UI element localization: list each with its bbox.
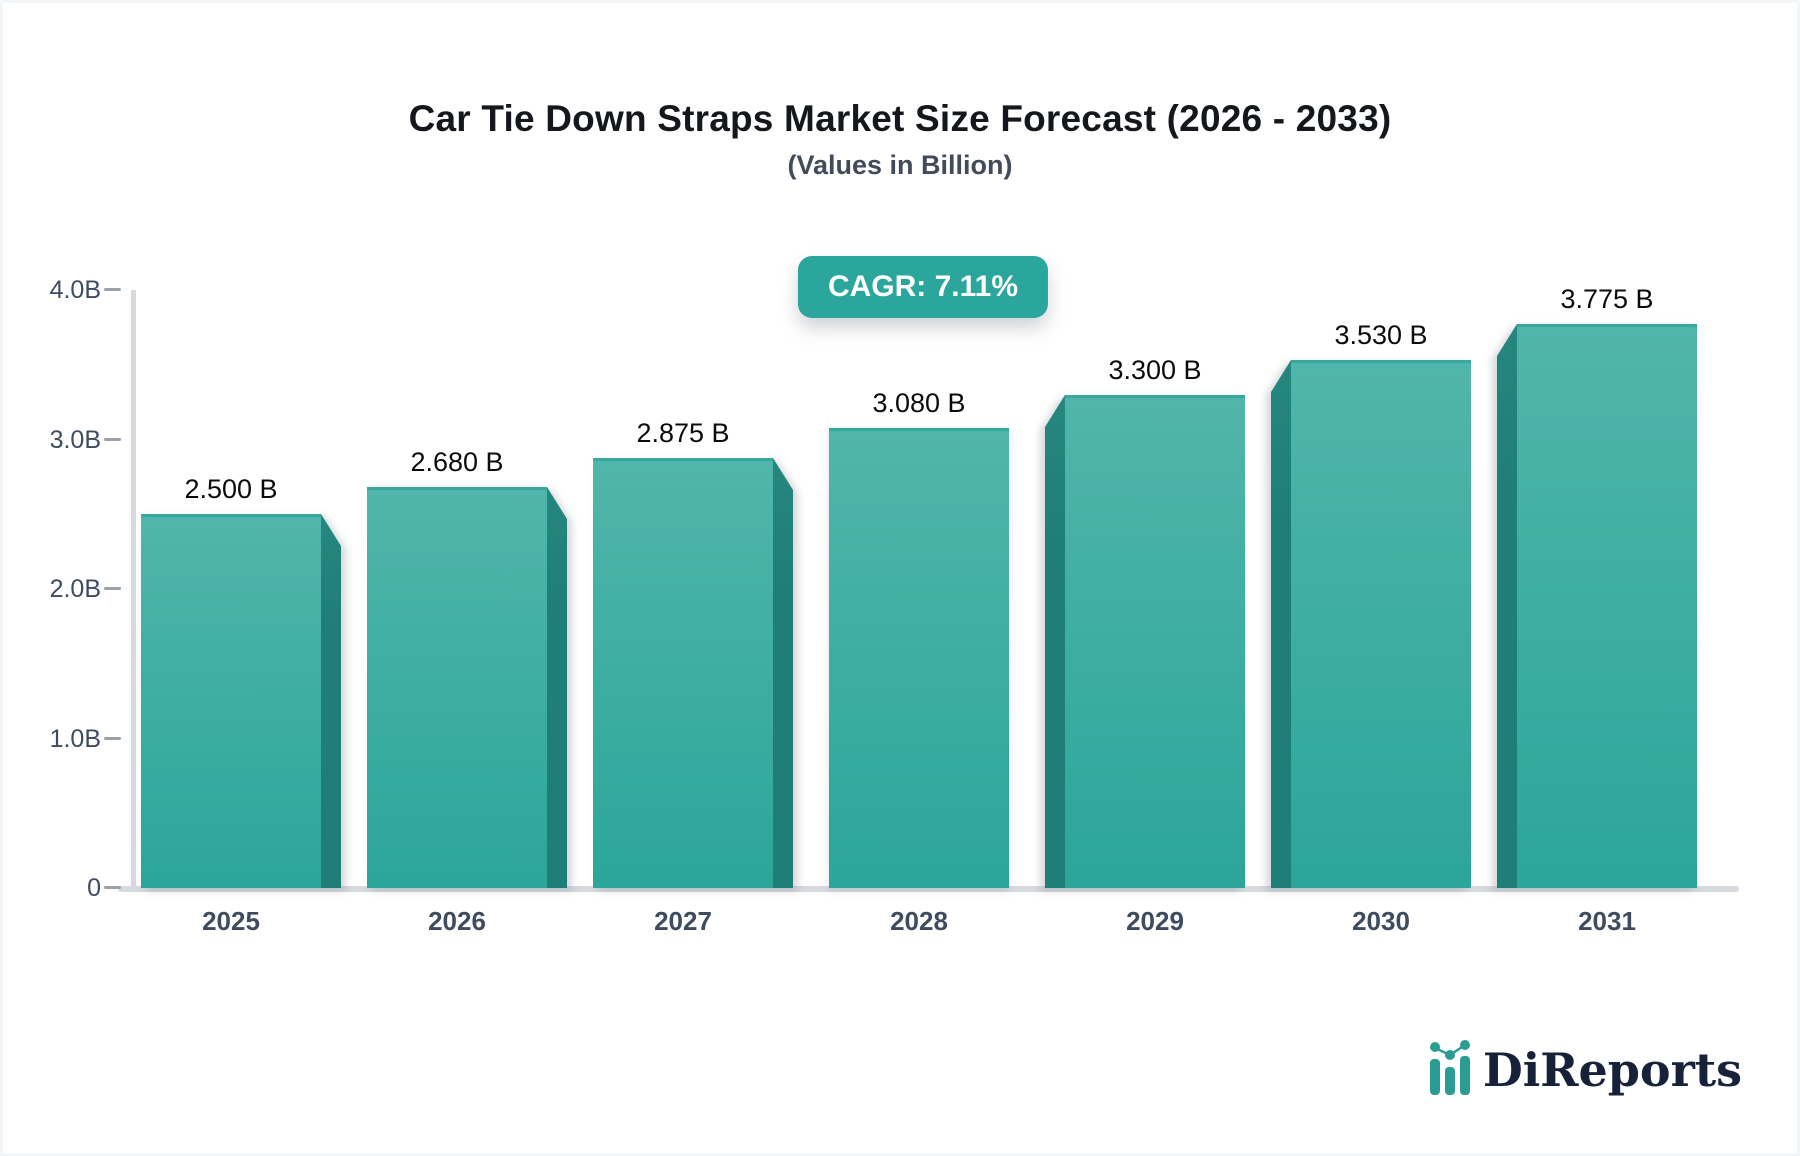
bar-2031	[1497, 324, 1697, 888]
bar-face	[1517, 324, 1697, 888]
bar-2027	[593, 458, 793, 888]
bar-side-panel	[1045, 395, 1065, 888]
y-tick-label: 2.0B	[49, 575, 101, 603]
direports-logo-icon	[1429, 1040, 1470, 1095]
bar-face	[141, 514, 321, 888]
bar-side-panel	[1271, 360, 1291, 888]
x-axis-label: 2031	[1578, 906, 1636, 936]
x-axis-label: 2025	[202, 906, 260, 936]
bar-side-panel	[1497, 324, 1517, 888]
bar-value-label: 3.300 B	[1108, 355, 1202, 385]
bar-value-label: 3.775 B	[1560, 284, 1654, 314]
y-tick-mark	[104, 437, 121, 441]
x-axis-line	[118, 886, 1739, 892]
direports-logo: DiReports	[1428, 1037, 1742, 1097]
bar-face	[367, 487, 547, 888]
bar-side-panel	[547, 487, 567, 888]
y-tick-label: 0	[87, 874, 101, 902]
bar-2029	[1045, 395, 1245, 888]
x-axis-label: 2030	[1352, 906, 1410, 936]
x-axis-label: 2029	[1126, 906, 1184, 936]
x-axis-label: 2027	[654, 906, 712, 936]
y-tick-label: 1.0B	[49, 724, 101, 753]
bar-face	[1065, 395, 1245, 888]
x-axis-label: 2028	[890, 906, 948, 936]
y-tick-mark	[104, 288, 121, 291]
bar-face	[593, 458, 773, 888]
bar-2028	[819, 428, 1019, 888]
chart-canvas: Car Tie Down Straps Market Size Forecast…	[3, 3, 1797, 1153]
y-tick-mark	[104, 886, 121, 889]
cagr-badge: CAGR: 7.11%	[797, 256, 1049, 318]
y-tick-mark	[104, 736, 121, 740]
bar-value-label: 2.875 B	[636, 418, 730, 448]
bar-side-panel	[773, 458, 793, 888]
y-tick-label: 4.0B	[49, 276, 101, 304]
bar-face	[829, 428, 1009, 888]
direports-logo-text: DiReports	[1482, 1043, 1742, 1098]
bar-2026	[367, 487, 567, 888]
y-tick-label: 3.0B	[49, 425, 101, 454]
chart-title: Car Tie Down Straps Market Size Forecast…	[408, 98, 1392, 139]
bar-2030	[1271, 360, 1471, 888]
chart-subtitle: (Values in Billion)	[787, 150, 1013, 180]
bar-side-panel	[321, 514, 341, 888]
bar-face	[1291, 360, 1471, 888]
bar-2025	[141, 514, 341, 888]
bar-value-label: 2.500 B	[184, 474, 278, 504]
bar-value-label: 3.080 B	[872, 388, 966, 418]
y-tick-mark	[104, 587, 121, 590]
x-axis-label: 2026	[428, 906, 486, 936]
bar-value-label: 3.530 B	[1334, 320, 1428, 350]
plot-area: 4.0B 3.0B 2.0B 1.0B 0 2.500 B 2025 2.680 B 2026 2…	[3, 3, 1797, 1153]
bar-value-label: 2.680 B	[410, 447, 504, 477]
y-axis-line	[131, 290, 136, 888]
